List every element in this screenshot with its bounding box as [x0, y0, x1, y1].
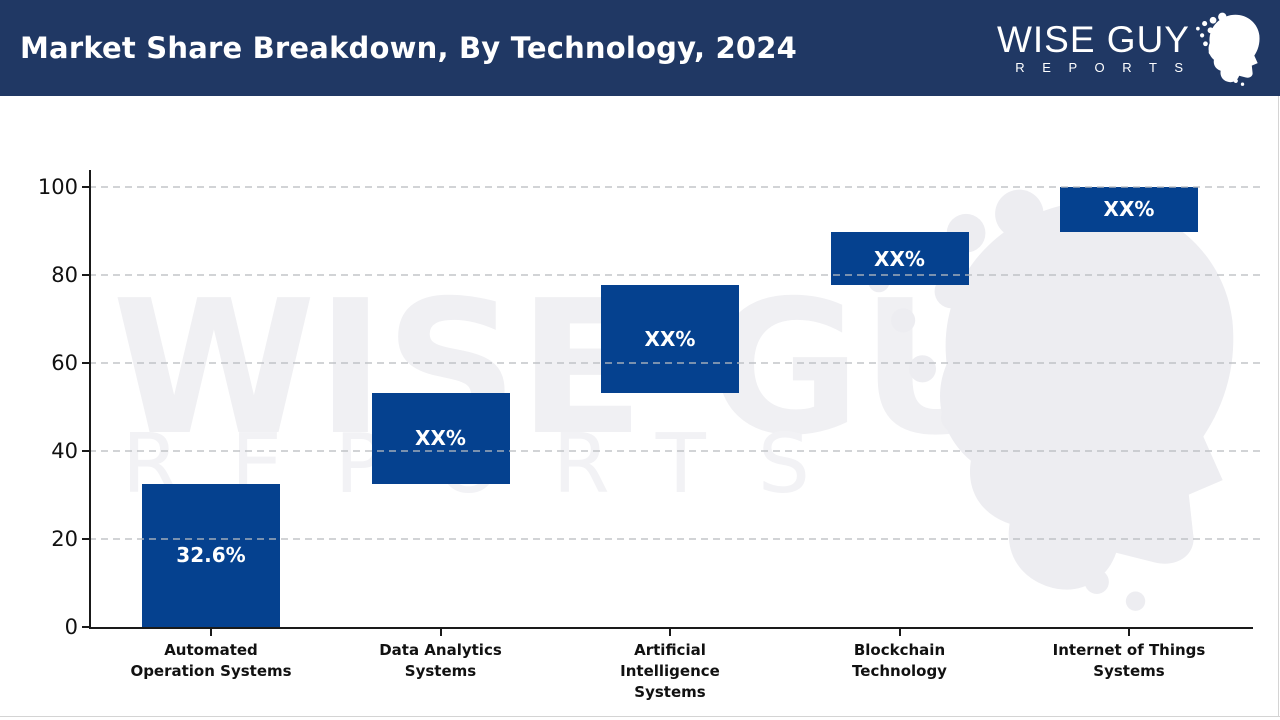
- y-tick-60: [82, 362, 89, 364]
- y-tick-label-0: 0: [64, 615, 78, 639]
- y-tick-label-100: 100: [37, 175, 78, 199]
- brand-logo-text: WISE GUY R E P O R T S: [996, 18, 1190, 76]
- bar-label-1: 32.6%: [176, 543, 246, 568]
- x-category-label-2: Data Analytics Systems: [379, 641, 502, 680]
- bar-5: [1060, 187, 1198, 232]
- y-axis-spine: [89, 170, 91, 629]
- y-tick-100: [82, 186, 89, 188]
- x-axis-spine: [89, 627, 1253, 629]
- brand-name: WISE GUY: [996, 18, 1190, 60]
- brand-face-mark: [1192, 4, 1272, 92]
- bar-label-2: XX%: [415, 426, 466, 451]
- x-category-label-3: Artificial Intelligence Systems: [620, 641, 720, 701]
- bar-label-3: XX%: [644, 327, 696, 352]
- bar-label-5: XX%: [1103, 197, 1155, 222]
- x-tick-3: [669, 629, 671, 636]
- x-category-label-5: Internet of Things Systems: [1052, 641, 1206, 680]
- brand-subtitle: R E P O R T S: [1015, 60, 1190, 76]
- bar-2: [371, 392, 510, 484]
- x-tick-4: [898, 629, 901, 636]
- x-tick-5: [1128, 629, 1130, 636]
- y-tick-20: [82, 538, 89, 540]
- y-tick-label-60: 60: [51, 351, 78, 375]
- x-category-label-4: Blockchain Technology: [852, 641, 947, 680]
- page-right-border: [1278, 96, 1279, 717]
- y-tick-0: [82, 626, 89, 628]
- gridline-y80: [89, 274, 1264, 276]
- gridline-y40: [89, 450, 1264, 452]
- dotted-head-icon: [868, 189, 1234, 611]
- x-tick-2: [439, 629, 442, 636]
- bar-label-4: XX%: [874, 246, 925, 271]
- bar-1: [142, 483, 280, 627]
- dotted-head-icon: [1196, 12, 1260, 86]
- page-bottom-border: [0, 716, 1280, 717]
- x-category-label-1: Automated Operation Systems: [130, 641, 292, 680]
- chart-title: Market Share Breakdown, By Technology, 2…: [20, 31, 798, 65]
- header-banner: Market Share Breakdown, By Technology, 2…: [0, 0, 1280, 96]
- bar-3: [601, 285, 739, 393]
- x-tick-1: [210, 629, 212, 636]
- brand-logo: WISE GUY R E P O R T S: [997, 2, 1272, 94]
- gridline-y100: [89, 186, 1264, 188]
- y-tick-label-80: 80: [51, 263, 78, 287]
- bar-4: [830, 231, 969, 286]
- watermark-face-logo: [845, 175, 1280, 615]
- y-tick-40: [82, 450, 89, 452]
- y-tick-80: [82, 274, 89, 276]
- y-tick-label-40: 40: [51, 439, 78, 463]
- gridline-y20: [89, 538, 1264, 540]
- gridline-y60: [89, 362, 1264, 364]
- y-tick-label-20: 20: [51, 527, 78, 551]
